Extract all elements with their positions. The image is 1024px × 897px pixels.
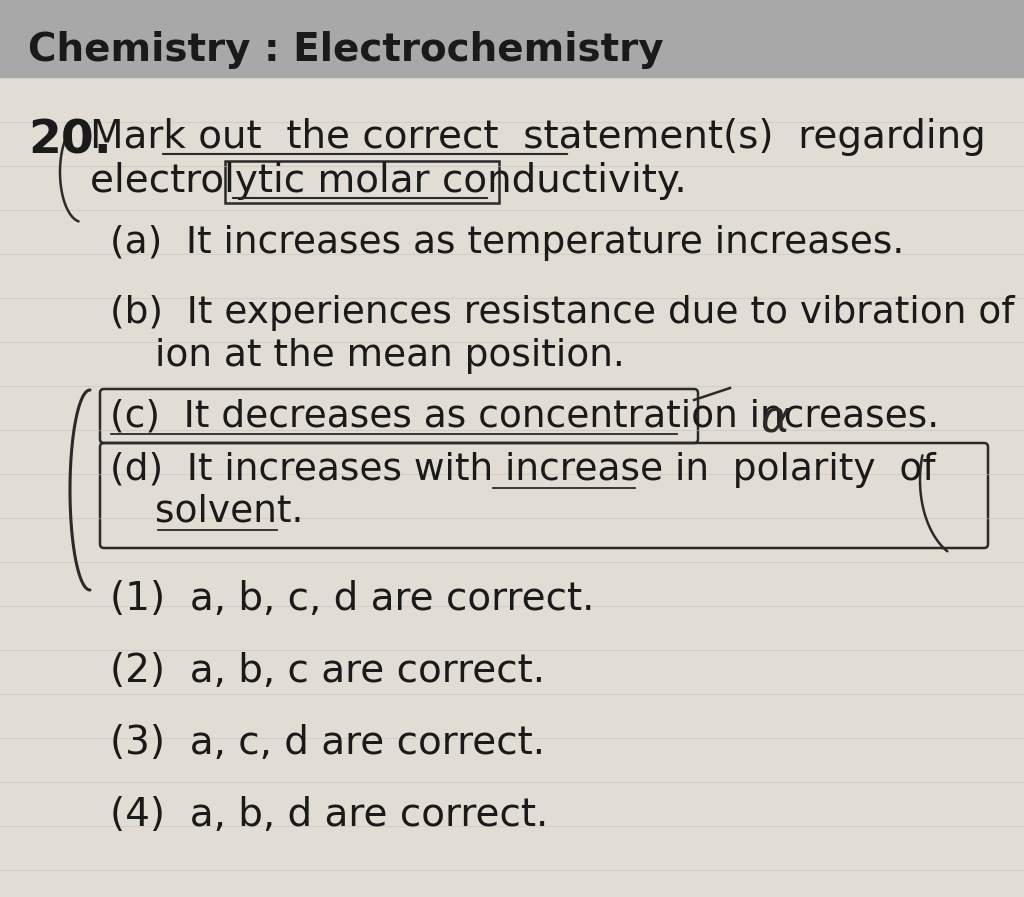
Text: solvent.: solvent.: [155, 494, 303, 530]
Text: (3)  a, c, d are correct.: (3) a, c, d are correct.: [110, 724, 545, 762]
Text: $\alpha$: $\alpha$: [760, 398, 791, 441]
Text: ion at the mean position.: ion at the mean position.: [155, 338, 625, 374]
Bar: [0, 0, 1024, 78]
Text: Chemistry : Electrochemistry: Chemistry : Electrochemistry: [28, 31, 664, 69]
Text: (a)  It increases as temperature increases.: (a) It increases as temperature increase…: [110, 225, 904, 261]
Text: (2)  a, b, c are correct.: (2) a, b, c are correct.: [110, 652, 545, 690]
Text: electrolytic molar conductivity.: electrolytic molar conductivity.: [90, 162, 687, 200]
Text: (c)  It decreases as concentration increases.: (c) It decreases as concentration increa…: [110, 398, 939, 434]
Text: (d)  It increases with increase in  polarity  of: (d) It increases with increase in polari…: [110, 452, 936, 488]
Text: 20.: 20.: [28, 118, 112, 163]
Text: (1)  a, b, c, d are correct.: (1) a, b, c, d are correct.: [110, 580, 595, 618]
Text: (4)  a, b, d are correct.: (4) a, b, d are correct.: [110, 796, 549, 834]
Text: (b)  It experiences resistance due to vibration of: (b) It experiences resistance due to vib…: [110, 295, 1015, 331]
Text: Mark out  the correct  statement(s)  regarding: Mark out the correct statement(s) regard…: [90, 118, 986, 156]
